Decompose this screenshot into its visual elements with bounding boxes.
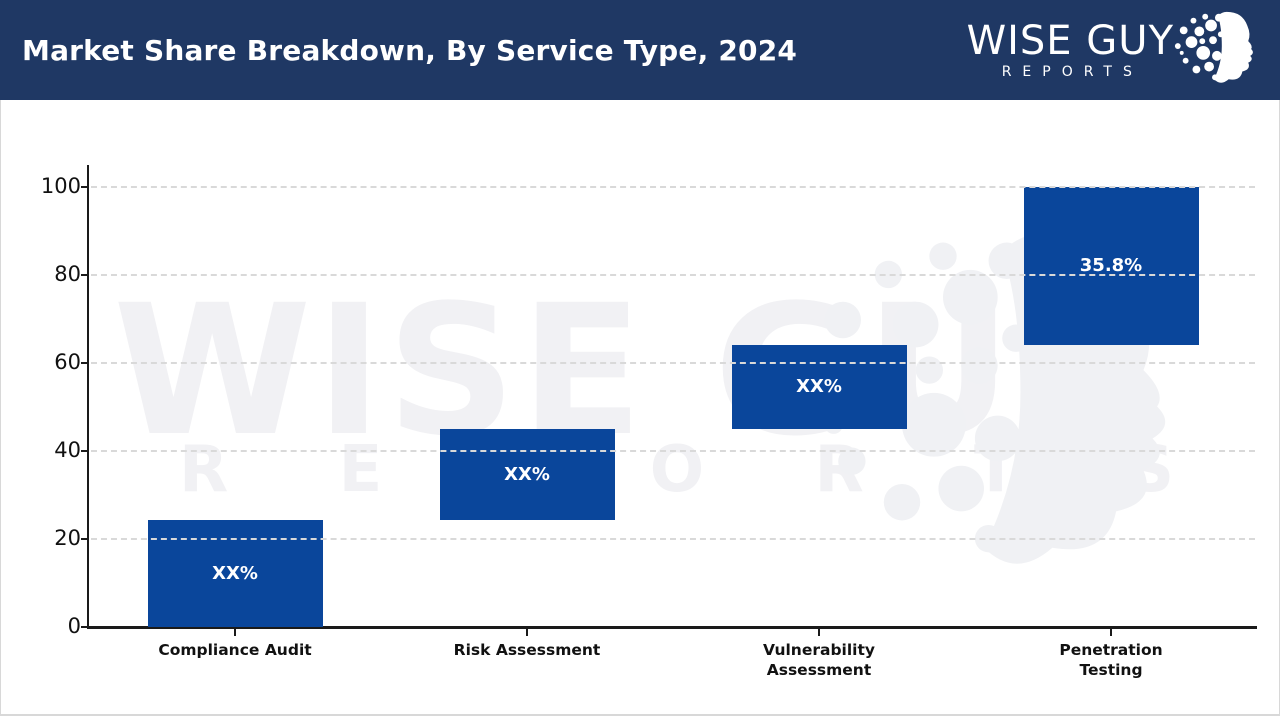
header-bar: Market Share Breakdown, By Service Type,… <box>0 0 1280 100</box>
y-tick-mark <box>81 538 89 540</box>
x-tick-mark <box>1110 628 1112 636</box>
logo-subtitle: REPORTS <box>1001 64 1143 80</box>
y-tick-mark <box>81 362 89 364</box>
wise-guy-logo: WISE GUY REPORTS <box>967 8 1258 92</box>
gridline <box>91 186 1255 188</box>
y-tick-mark <box>81 626 89 628</box>
x-tick-mark <box>818 628 820 636</box>
x-category-label: Compliance Audit <box>158 641 312 659</box>
x-tick-mark <box>234 628 236 636</box>
logo-name: WISE GUY <box>966 18 1174 64</box>
x-tick-mark <box>526 628 528 636</box>
y-tick-label: 80 <box>54 262 81 286</box>
x-category-label: Vulnerability Assessment <box>763 641 875 679</box>
bar-value-label: XX% <box>212 563 258 585</box>
y-tick-label: 0 <box>67 614 81 638</box>
chart-canvas: WISE GUY R E P O R T S 0 20 40 60 80 100 XX% Co… <box>0 100 1280 716</box>
y-tick-mark <box>81 450 89 452</box>
y-tick-mark <box>81 186 89 188</box>
chart-title: Market Share Breakdown, By Service Type,… <box>22 33 798 67</box>
y-axis-spine <box>87 165 89 629</box>
y-tick-label: 100 <box>40 174 81 198</box>
watermark-dotted-face <box>779 212 1189 596</box>
y-tick-mark <box>81 274 89 276</box>
y-tick-label: 20 <box>54 526 81 550</box>
y-tick-label: 40 <box>54 438 81 462</box>
x-category-label: Penetration Testing <box>1059 641 1163 679</box>
y-tick-label: 60 <box>54 350 81 374</box>
x-category-label: Risk Assessment <box>453 641 601 659</box>
dotted-face-profile-icon <box>1170 8 1258 92</box>
market-share-bar: XX% <box>147 520 323 627</box>
x-axis-spine <box>87 626 1257 629</box>
